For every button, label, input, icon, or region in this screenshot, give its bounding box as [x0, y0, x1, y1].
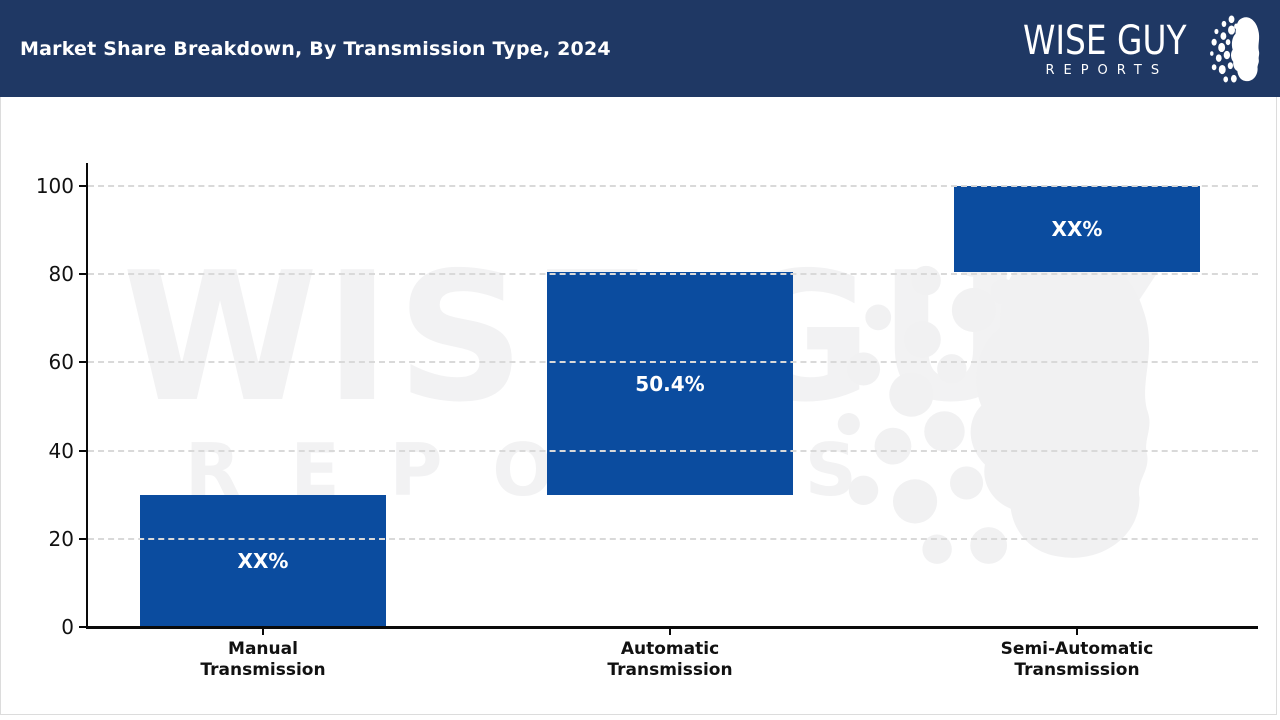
- x-tick-mark-manual-transmission: [262, 627, 264, 635]
- y-tick-label-20: 20: [48, 526, 74, 551]
- page-title: Market Share Breakdown, By Transmission …: [20, 37, 611, 60]
- y-axis-spine: [86, 163, 88, 629]
- y-tick-mark-80: [79, 273, 87, 276]
- gridline-60: [88, 361, 1258, 364]
- x-axis-spine: [86, 626, 1258, 629]
- brand-logo: WISE GUY REPORTS: [1005, 11, 1264, 87]
- bar-value-label-automatic-transmission: 50.4%: [635, 371, 705, 396]
- logo-face-icon: [1210, 15, 1260, 82]
- x-category-label-manual-transmission: Manual Transmission: [200, 639, 326, 680]
- y-tick-mark-60: [79, 361, 87, 364]
- y-tick-mark-20: [79, 537, 87, 540]
- bar-value-label-semi-automatic-transmission: XX%: [1051, 217, 1103, 242]
- gridline-80: [88, 273, 1258, 276]
- logo-wordmark: WISE GUY REPORTS: [1005, 20, 1204, 78]
- y-tick-mark-40: [79, 449, 87, 452]
- bar-manual-transmission: XX%: [140, 494, 386, 627]
- y-tick-label-0: 0: [61, 615, 74, 639]
- y-tick-label-100: 100: [35, 174, 74, 198]
- gridline-100: [88, 185, 1258, 187]
- x-tick-mark-automatic-transmission: [669, 627, 671, 635]
- y-tick-mark-0: [79, 626, 87, 628]
- y-tick-label-40: 40: [48, 438, 74, 463]
- bar-semi-automatic-transmission: XX%: [954, 186, 1200, 273]
- logo-wordmark-sub: REPORTS: [1045, 62, 1169, 78]
- bar-automatic-transmission: 50.4%: [547, 272, 793, 495]
- logo-wordmark-main: WISE GUY: [1022, 17, 1187, 64]
- bar-value-label-manual-transmission: XX%: [237, 548, 289, 573]
- y-tick-mark-100: [79, 185, 87, 187]
- y-tick-label-80: 80: [48, 262, 74, 287]
- gridline-20: [88, 537, 1258, 540]
- gridline-40: [88, 449, 1258, 452]
- header: Market Share Breakdown, By Transmission …: [0, 0, 1280, 97]
- y-tick-label-60: 60: [48, 350, 74, 375]
- x-category-label-automatic-transmission: Automatic Transmission: [607, 639, 733, 680]
- x-tick-mark-semi-automatic-transmission: [1076, 627, 1078, 635]
- x-category-label-semi-automatic-transmission: Semi-Automatic Transmission: [1000, 639, 1154, 680]
